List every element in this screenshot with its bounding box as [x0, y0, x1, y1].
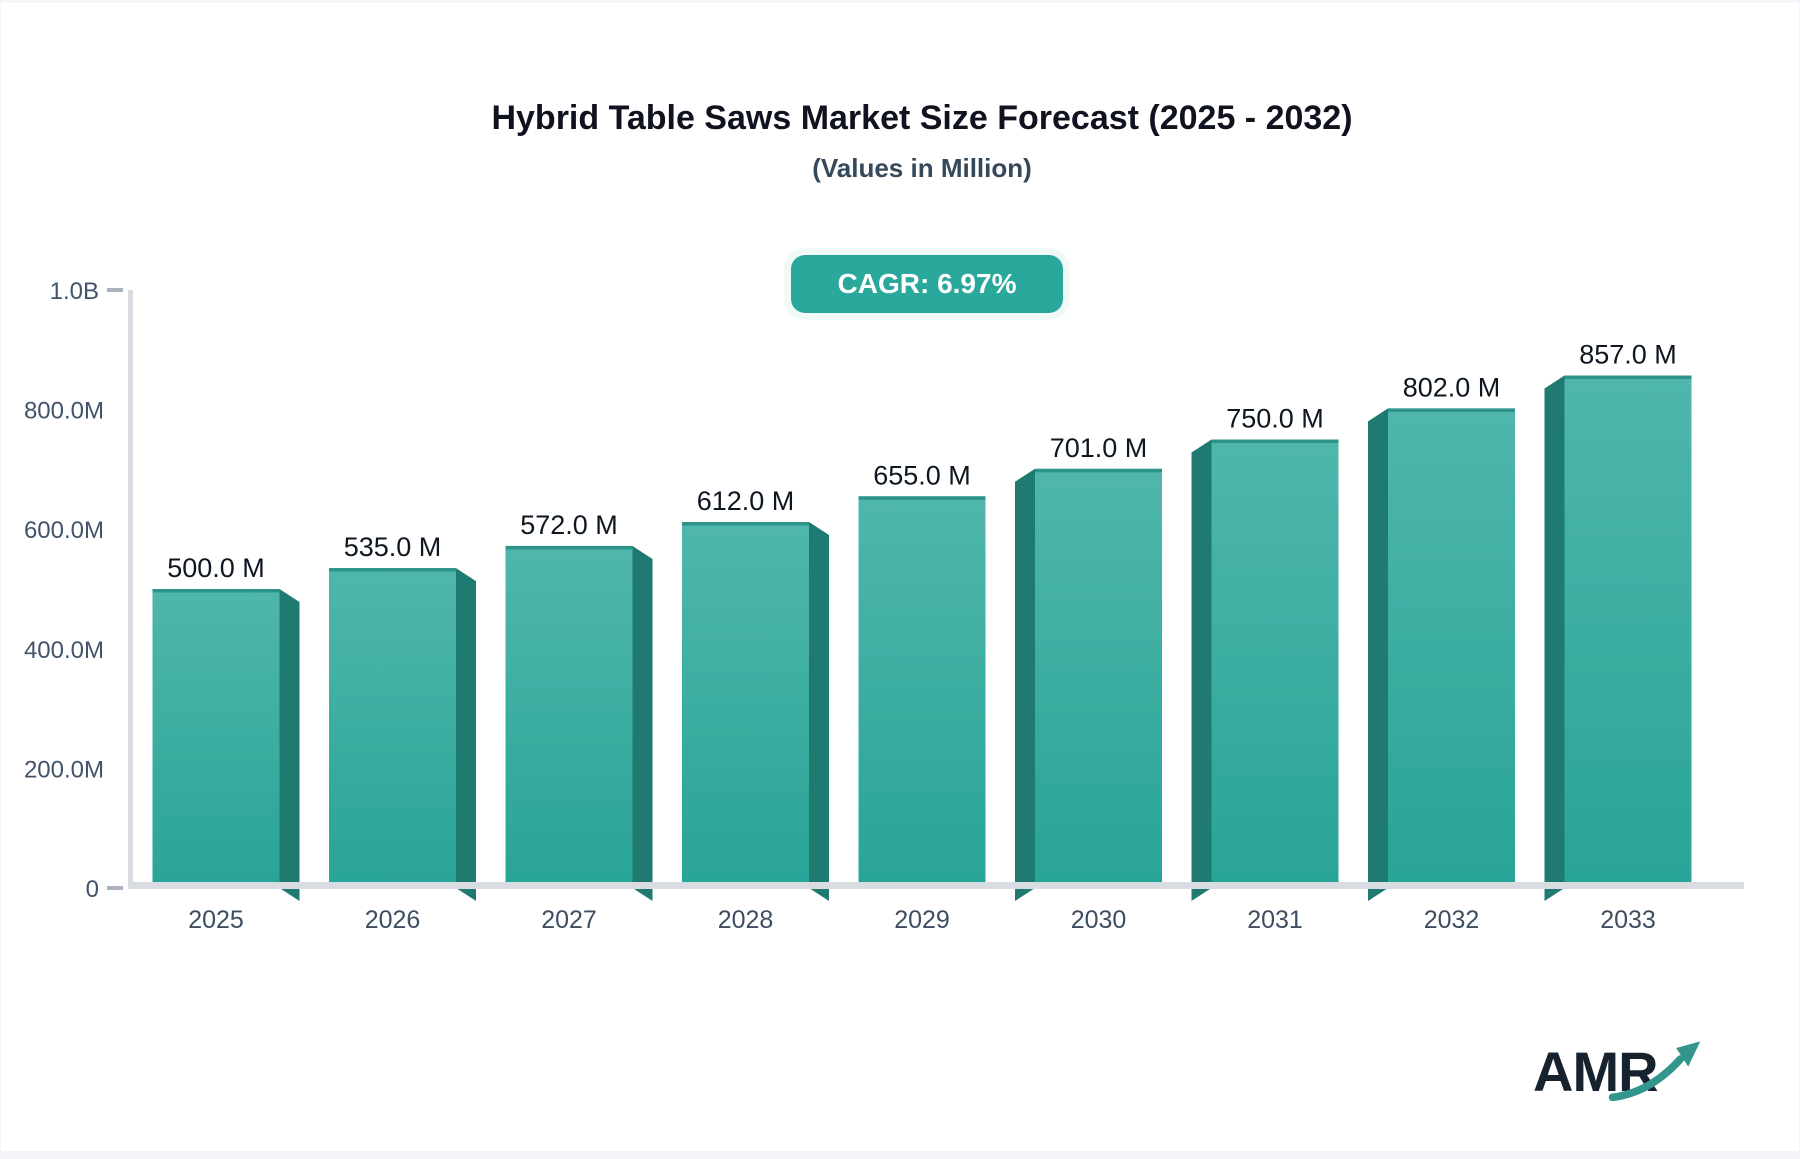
bar-side-face: [280, 589, 300, 901]
bar-top-rim: [1035, 469, 1162, 473]
bar-value-label: 535.0 M: [344, 532, 442, 562]
bar-top-rim: [329, 568, 456, 572]
bar-2028: [682, 522, 809, 888]
y-tick-dash: [107, 886, 123, 890]
bar-side-face: [809, 522, 829, 901]
bar-top-rim: [1388, 408, 1515, 412]
bar-side-face: [1192, 440, 1212, 902]
bar-chart: 0 200.0M 400.0M 600.0M 800.0M 1.0B 500.0 M 2025…: [1, 3, 1800, 1159]
bar-top-rim: [506, 546, 633, 550]
bar-2033: [1565, 376, 1692, 888]
bar-value-label: 612.0 M: [697, 486, 795, 516]
y-tick-label: 1.0B: [50, 278, 99, 305]
y-tick-label: 800.0M: [24, 398, 104, 425]
x-tick-label: 2027: [541, 906, 597, 934]
chart-card: Hybrid Table Saws Market Size Forecast (…: [1, 3, 1799, 1151]
y-tick-label: 400.0M: [24, 637, 104, 664]
y-tick-dash: [107, 288, 123, 292]
bar-value-label: 701.0 M: [1050, 433, 1148, 463]
bar-top-rim: [859, 496, 986, 500]
bar-top-rim: [1565, 376, 1692, 380]
bar-value-label: 857.0 M: [1579, 340, 1677, 370]
x-tick-label: 2033: [1600, 906, 1656, 934]
y-tick-label: 600.0M: [24, 517, 104, 544]
bar-2031: [1212, 440, 1339, 889]
growth-arrow-icon: [1608, 1037, 1718, 1105]
bar-side-face: [1015, 469, 1035, 901]
amr-logo: AMR: [1533, 1033, 1733, 1123]
bar-value-label: 655.0 M: [873, 460, 971, 490]
bar-top-rim: [1212, 440, 1339, 444]
bar-value-label: 802.0 M: [1403, 372, 1501, 402]
y-axis-line: [128, 290, 133, 888]
bar-2029: [859, 496, 986, 888]
x-tick-label: 2026: [365, 906, 421, 934]
x-tick-label: 2028: [718, 906, 774, 934]
bar-2030: [1035, 469, 1162, 888]
bar-2026: [329, 568, 456, 888]
x-tick-label: 2032: [1424, 906, 1480, 934]
bar-side-face: [633, 546, 653, 901]
y-tick-label: 0: [86, 876, 99, 903]
bar-side-face: [456, 568, 476, 901]
bar-side-face: [1368, 408, 1388, 901]
y-tick-label: 200.0M: [24, 756, 104, 783]
bar-2032: [1388, 408, 1515, 888]
bar-top-rim: [682, 522, 809, 526]
bar-2027: [506, 546, 633, 888]
bar-value-label: 572.0 M: [520, 510, 618, 540]
bar-top-rim: [153, 589, 280, 593]
x-tick-label: 2031: [1247, 906, 1303, 934]
x-tick-label: 2025: [188, 906, 244, 934]
x-axis-line: [128, 882, 1744, 889]
x-tick-label: 2030: [1071, 906, 1127, 934]
bar-value-label: 500.0 M: [167, 553, 265, 583]
bar-side-face: [1545, 376, 1565, 901]
bar-2025: [153, 589, 280, 888]
x-tick-label: 2029: [894, 906, 950, 934]
bar-value-label: 750.0 M: [1226, 404, 1324, 434]
